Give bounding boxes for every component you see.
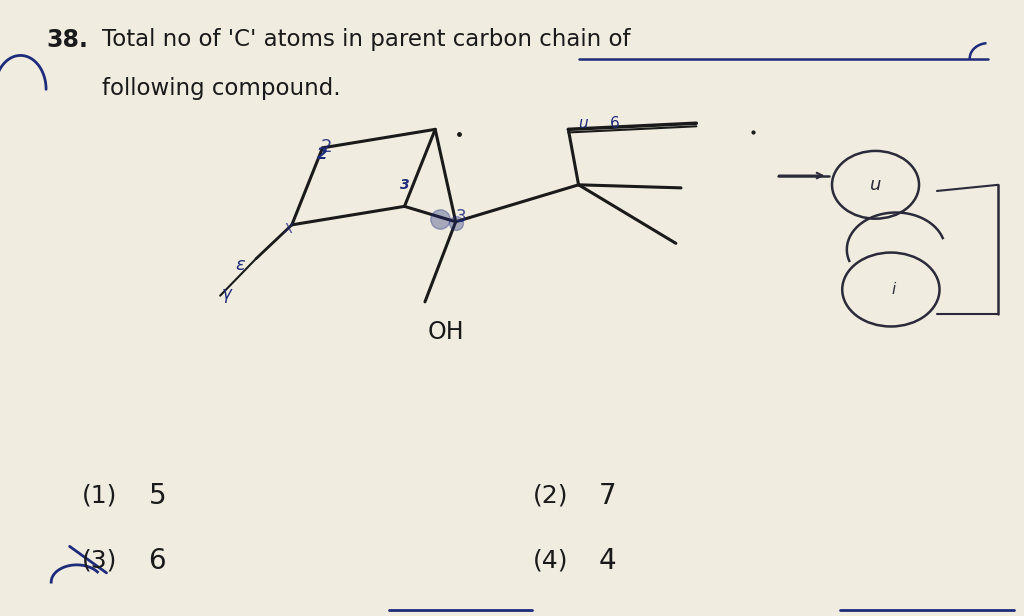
Text: $\it{6}$: $\it{6}$ [609,115,620,131]
Text: $\it{x}$: $\it{x}$ [283,219,295,237]
Text: $\epsilon$: $\epsilon$ [236,256,246,274]
Text: 3: 3 [399,178,410,192]
Text: (2): (2) [532,484,568,508]
Text: (1): (1) [82,484,118,508]
Text: 5: 5 [148,482,166,510]
Text: $\gamma$: $\gamma$ [221,286,233,305]
Text: OH: OH [427,320,464,344]
Text: (3): (3) [82,549,118,572]
Text: following compound.: following compound. [102,77,341,100]
Text: 38.: 38. [46,28,88,52]
Text: 7: 7 [599,482,616,510]
Text: 2: 2 [317,147,328,161]
Text: i: i [892,282,896,297]
Text: (4): (4) [532,549,568,572]
Text: 4: 4 [599,546,616,575]
Text: Total no of 'C' atoms in parent carbon chain of: Total no of 'C' atoms in parent carbon c… [102,28,631,51]
Text: $\it{3}$: $\it{3}$ [456,208,466,226]
Text: 6: 6 [148,546,166,575]
Text: $\it{u}$: $\it{u}$ [579,116,589,131]
Text: $\it{2}$: $\it{2}$ [319,137,332,156]
Text: u: u [869,176,882,194]
